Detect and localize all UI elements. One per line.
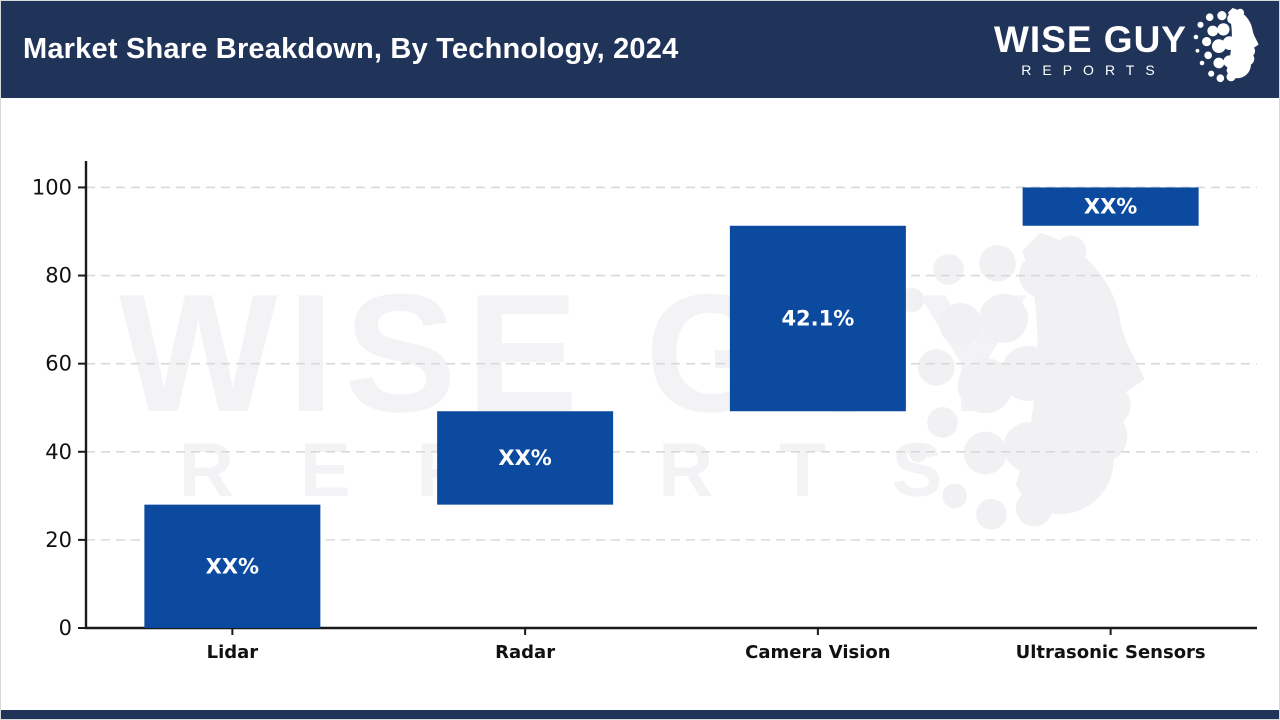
footer-band (1, 710, 1279, 719)
y-tick-label: 0 (59, 616, 72, 640)
bar-value-label: XX% (498, 446, 551, 470)
bar-value-label: XX% (1084, 195, 1137, 219)
y-tick-label: 100 (32, 175, 72, 199)
bar-segment (437, 411, 614, 505)
x-tick-label: Lidar (207, 642, 259, 663)
y-tick-label: 20 (45, 528, 72, 552)
logo: WISE GUY REPORTS (994, 7, 1279, 92)
bar-segment (144, 504, 321, 628)
logo-wordmark: WISE GUY (993, 19, 1187, 60)
logo-text: WISE GUY REPORTS (994, 21, 1187, 78)
x-tick-label: Radar (495, 642, 555, 663)
page-title: Market Share Breakdown, By Technology, 2… (23, 33, 679, 65)
bar-value-label: XX% (206, 554, 259, 578)
y-tick-label: 60 (45, 352, 72, 376)
bar-segment (729, 225, 906, 412)
y-tick-label: 80 (45, 264, 72, 288)
logo-subtext: REPORTS (1021, 62, 1166, 78)
header-band: Market Share Breakdown, By Technology, 2… (1, 1, 1279, 98)
bar-segment (1022, 187, 1199, 226)
x-tick-label: Camera Vision (745, 642, 890, 663)
y-tick-label: 40 (45, 440, 72, 464)
bar-value-label: 42.1% (781, 307, 854, 331)
x-tick-label: Ultrasonic Sensors (1016, 642, 1206, 663)
